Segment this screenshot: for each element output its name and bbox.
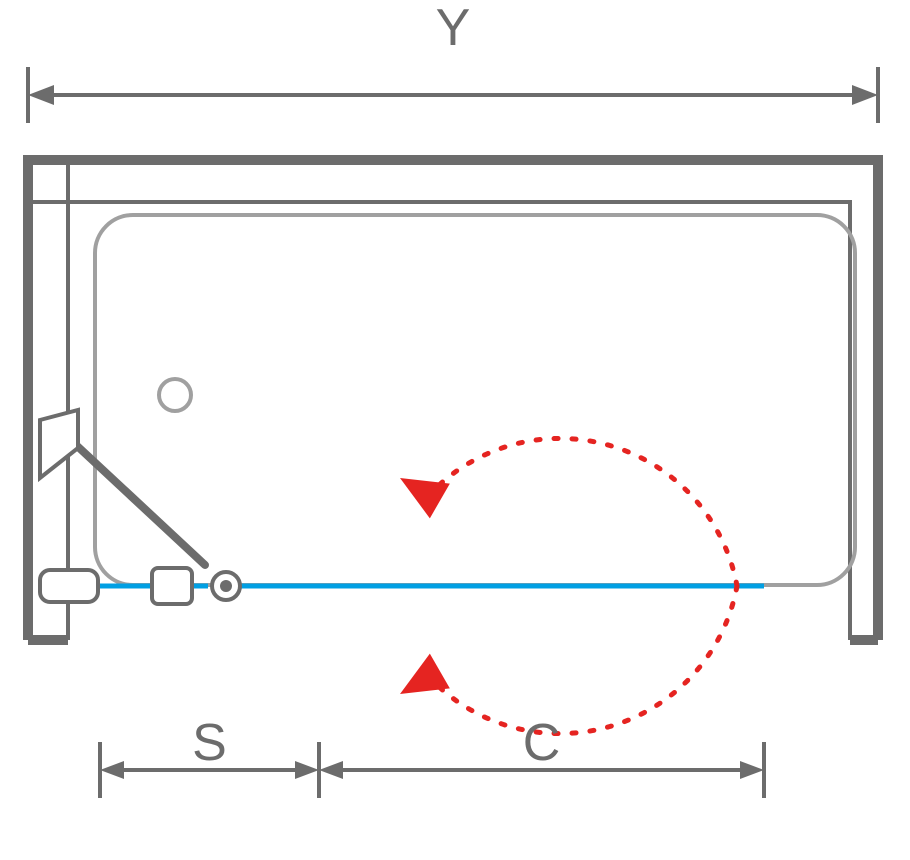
hinge-wall-mount: [40, 410, 78, 478]
door-wall-bracket: [40, 570, 98, 602]
bath-screen-diagram: Y S C: [0, 0, 910, 860]
bath-tray: [95, 215, 855, 585]
pivot-inner: [220, 580, 232, 592]
drain-icon: [159, 379, 191, 411]
dim-line-c-label: C: [523, 714, 561, 772]
dim-label-y: Y: [436, 0, 471, 57]
swing-arrow-icon: [400, 654, 450, 694]
swing-arc-up: [428, 438, 737, 586]
door-clamp: [152, 568, 192, 604]
swing-arrow-icon: [400, 478, 450, 518]
swing-arc-down: [428, 586, 737, 734]
hinge-arm: [60, 430, 205, 565]
dim-line-s-label: S: [192, 714, 227, 772]
